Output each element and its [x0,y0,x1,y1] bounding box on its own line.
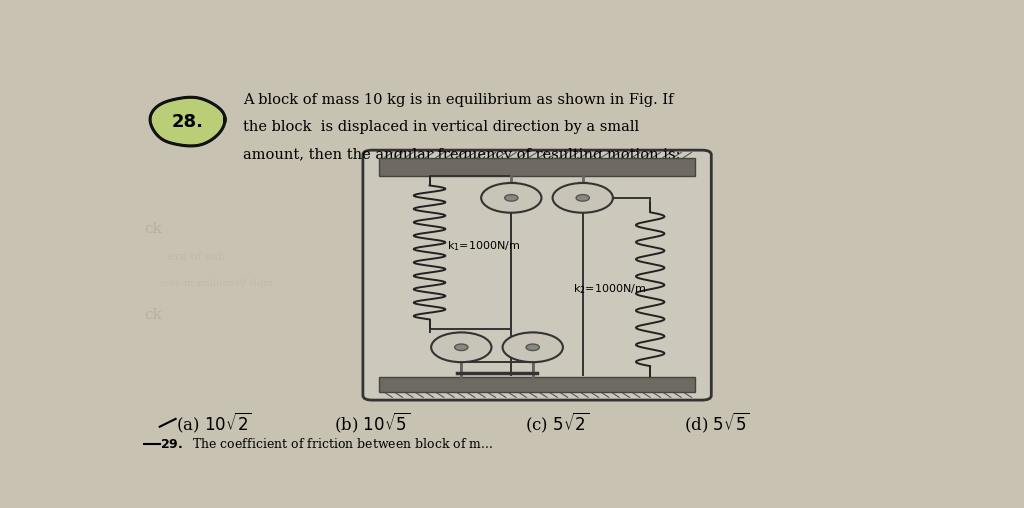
Circle shape [503,332,563,362]
Text: (b) $10\sqrt{5}$: (b) $10\sqrt{5}$ [334,410,411,435]
Text: 28.: 28. [171,113,204,131]
Bar [379,376,695,392]
Bar [457,332,466,351]
Circle shape [577,195,590,201]
Bar [379,157,695,176]
Text: (c) $5\sqrt{2}$: (c) $5\sqrt{2}$ [524,410,590,435]
FancyBboxPatch shape [362,150,712,400]
Circle shape [505,195,518,201]
Text: (d) $5\sqrt{5}$: (d) $5\sqrt{5}$ [684,410,750,435]
Text: amount, then the angular frequency of resulting motion is:: amount, then the angular frequency of re… [243,148,681,162]
Text: ck: ck [143,222,162,236]
Text: k$_1$=1000N/m: k$_1$=1000N/m [447,240,520,253]
Text: (a) $10\sqrt{2}$: (a) $10\sqrt{2}$ [176,410,251,435]
Text: ck: ck [143,308,162,322]
Text: the block  is displaced in vertical direction by a small: the block is displaced in vertical direc… [243,120,639,135]
Circle shape [431,332,492,362]
Text: k$_2$=1000N/m: k$_2$=1000N/m [572,282,646,296]
Text: sssiont mulubns9 slqm: sssiont mulubns9 slqm [160,279,272,289]
Ellipse shape [152,98,223,145]
Text: $\mathbf{29.}$  The coefficient of friction between block of m...: $\mathbf{29.}$ The coefficient of fricti… [160,436,494,451]
Bar [507,182,516,202]
Bar [528,332,538,351]
Text: A block of mass 10 kg is in equilibrium as shown in Fig. If: A block of mass 10 kg is in equilibrium … [243,93,674,107]
Circle shape [481,183,542,213]
Circle shape [526,344,540,351]
Text: ern of sub: ern of sub [168,251,224,262]
Circle shape [455,344,468,351]
Bar [578,182,588,202]
Circle shape [553,183,613,213]
